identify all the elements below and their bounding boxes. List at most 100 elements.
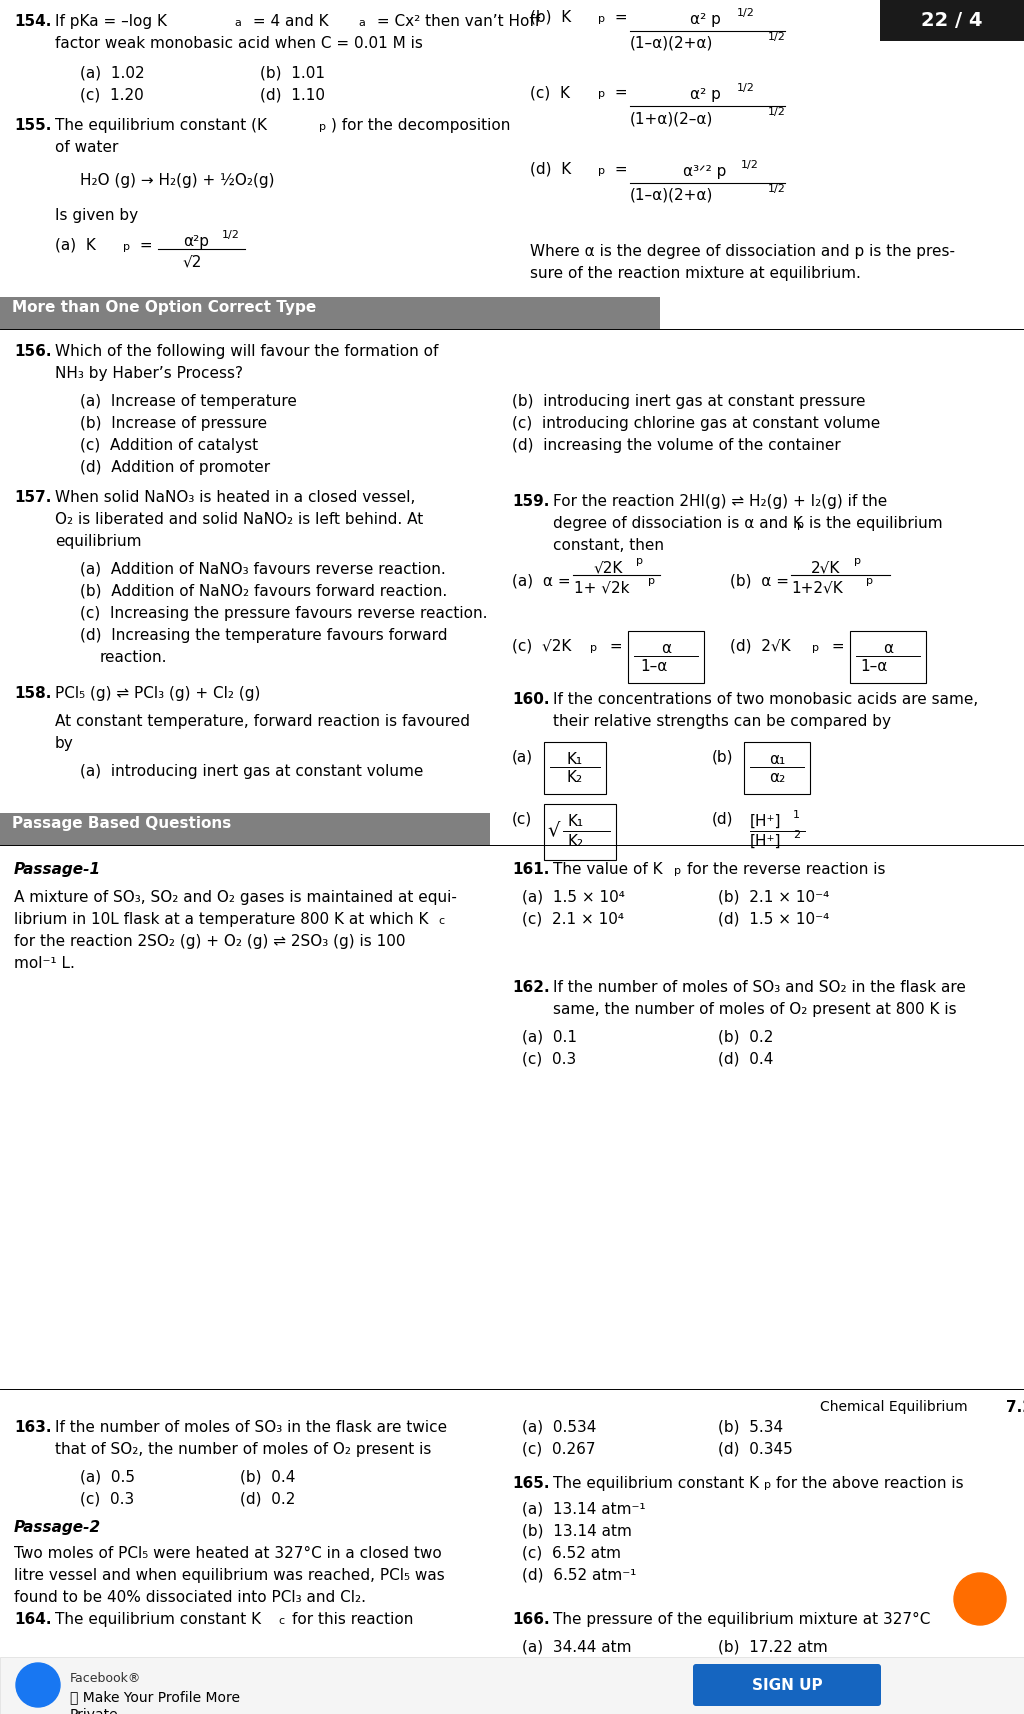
Text: (b)  α =: (b) α =	[730, 574, 790, 588]
Text: 157.: 157.	[14, 490, 51, 504]
Text: p: p	[598, 89, 605, 99]
Text: (d)  0.4: (d) 0.4	[718, 1051, 773, 1066]
Text: If the number of moles of SO₃ in the flask are twice: If the number of moles of SO₃ in the fla…	[55, 1419, 447, 1435]
Text: constant, then: constant, then	[553, 538, 664, 552]
Text: (a)  1.5 × 10⁴: (a) 1.5 × 10⁴	[522, 890, 625, 905]
Text: p: p	[590, 643, 597, 653]
Text: NH₃ by Haber’s Process?: NH₃ by Haber’s Process?	[55, 365, 243, 381]
Text: their relative strengths can be compared by: their relative strengths can be compared…	[553, 713, 891, 728]
Text: 1/2: 1/2	[768, 106, 785, 117]
Text: = Cx² then van’t Hoff: = Cx² then van’t Hoff	[372, 14, 540, 29]
Text: (b)  introducing inert gas at constant pressure: (b) introducing inert gas at constant pr…	[512, 394, 865, 408]
Text: α: α	[660, 641, 671, 656]
Text: α₁: α₁	[769, 751, 785, 766]
Text: √2: √2	[182, 254, 202, 269]
Text: 163.: 163.	[14, 1419, 51, 1435]
Text: α² p: α² p	[689, 87, 721, 101]
Text: (c)  1.20: (c) 1.20	[80, 87, 143, 103]
Text: p: p	[674, 866, 681, 876]
Text: (d)  1.10: (d) 1.10	[260, 87, 325, 103]
Text: (a)  0.1: (a) 0.1	[522, 1030, 577, 1044]
Text: PCl₅ (g) ⇌ PCl₃ (g) + Cl₂ (g): PCl₅ (g) ⇌ PCl₃ (g) + Cl₂ (g)	[55, 686, 260, 701]
Bar	[0, 298, 660, 329]
Text: The value of K: The value of K	[553, 862, 663, 876]
Text: for this reaction: for this reaction	[292, 1611, 414, 1627]
Text: [H⁺]: [H⁺]	[750, 814, 781, 828]
Text: +: +	[970, 1587, 990, 1611]
Text: 158.: 158.	[14, 686, 51, 701]
Text: The equilibrium constant (K: The equilibrium constant (K	[55, 118, 267, 134]
Text: When solid NaNO₃ is heated in a closed vessel,: When solid NaNO₃ is heated in a closed v…	[55, 490, 416, 504]
Text: 1/2: 1/2	[741, 159, 759, 170]
Text: (a)  α =: (a) α =	[512, 574, 570, 588]
Text: (d)  increasing the volume of the container: (d) increasing the volume of the contain…	[512, 437, 841, 452]
Text: A mixture of SO₃, SO₂ and O₂ gases is maintained at equi-: A mixture of SO₃, SO₂ and O₂ gases is ma…	[14, 890, 457, 905]
FancyBboxPatch shape	[693, 1664, 881, 1705]
Text: a: a	[358, 17, 365, 27]
Text: 22 / 4: 22 / 4	[922, 12, 983, 31]
Text: (b)  K: (b) K	[530, 10, 571, 26]
Text: √2K: √2K	[593, 560, 623, 574]
Text: 165.: 165.	[512, 1476, 550, 1489]
Text: p: p	[854, 555, 861, 566]
Text: p: p	[319, 122, 326, 132]
Text: (b)  0.2: (b) 0.2	[718, 1030, 773, 1044]
Text: 1: 1	[793, 809, 800, 819]
Text: At constant temperature, forward reaction is favoured: At constant temperature, forward reactio…	[55, 713, 470, 728]
Text: 161.: 161.	[512, 862, 549, 876]
Text: Passage Based Questions: Passage Based Questions	[12, 816, 231, 831]
Text: (b)  1.01: (b) 1.01	[260, 65, 325, 81]
Text: (1–α)(2+α): (1–α)(2+α)	[630, 36, 714, 51]
Text: p: p	[648, 576, 655, 586]
Text: p: p	[123, 242, 130, 252]
Text: (c)  Increasing the pressure favours reverse reaction.: (c) Increasing the pressure favours reve…	[80, 605, 487, 620]
Text: p: p	[812, 643, 819, 653]
Text: a: a	[234, 17, 241, 27]
Text: for the reverse reaction is: for the reverse reaction is	[687, 862, 886, 876]
Text: (d)  1.5 × 10⁻⁴: (d) 1.5 × 10⁻⁴	[718, 912, 829, 927]
Text: ) for the decomposition: ) for the decomposition	[331, 118, 510, 134]
Text: (d)  6.52 atm⁻¹: (d) 6.52 atm⁻¹	[522, 1567, 636, 1582]
Text: 1+ √2k: 1+ √2k	[574, 579, 630, 595]
Circle shape	[16, 1663, 60, 1707]
Text: p: p	[764, 1479, 771, 1489]
Text: 162.: 162.	[512, 979, 550, 994]
Text: 155.: 155.	[14, 118, 51, 134]
Text: mol⁻¹ L.: mol⁻¹ L.	[14, 955, 75, 970]
Text: (c)  2.1 × 10⁴: (c) 2.1 × 10⁴	[522, 912, 624, 927]
Text: (c)  Addition of catalyst: (c) Addition of catalyst	[80, 437, 258, 452]
Text: α³ᐟ² p: α³ᐟ² p	[683, 165, 727, 178]
Text: The equilibrium constant K: The equilibrium constant K	[553, 1476, 759, 1489]
Text: librium in 10L flask at a temperature 800 K at which K: librium in 10L flask at a temperature 80…	[14, 912, 428, 927]
Text: p: p	[598, 166, 605, 177]
Text: (d)  0.345: (d) 0.345	[718, 1441, 793, 1457]
Text: =: =	[610, 161, 628, 177]
Text: for the reaction 2SO₂ (g) + O₂ (g) ⇌ 2SO₃ (g) is 100: for the reaction 2SO₂ (g) + O₂ (g) ⇌ 2SO…	[14, 934, 406, 948]
Text: (d): (d)	[712, 811, 733, 826]
Text: (b)  5.34: (b) 5.34	[718, 1419, 783, 1435]
Text: Which of the following will favour the formation of: Which of the following will favour the f…	[55, 345, 438, 358]
Text: More than One Option Correct Type: More than One Option Correct Type	[12, 300, 316, 315]
Text: sure of the reaction mixture at equilibrium.: sure of the reaction mixture at equilibr…	[530, 266, 861, 281]
Text: 1–α: 1–α	[640, 658, 668, 674]
Text: equilibrium: equilibrium	[55, 533, 141, 548]
Text: p: p	[797, 519, 804, 530]
Text: H₂O (g) → H₂(g) + ½O₂(g): H₂O (g) → H₂(g) + ½O₂(g)	[80, 173, 274, 189]
Text: ⓘ Make Your Profile More: ⓘ Make Your Profile More	[70, 1688, 240, 1704]
Text: same, the number of moles of O₂ present at 800 K is: same, the number of moles of O₂ present …	[553, 1001, 956, 1016]
Text: If the concentrations of two monobasic acids are same,: If the concentrations of two monobasic a…	[553, 691, 978, 706]
Text: f: f	[34, 1676, 42, 1693]
Text: Passage-2: Passage-2	[14, 1519, 101, 1534]
Text: (d)  0.2: (d) 0.2	[240, 1491, 295, 1507]
Text: K₁: K₁	[567, 751, 583, 766]
Text: (c): (c)	[512, 811, 532, 826]
Text: (a)  introducing inert gas at constant volume: (a) introducing inert gas at constant vo…	[80, 763, 423, 778]
Text: α: α	[883, 641, 893, 656]
Text: of water: of water	[55, 141, 119, 154]
Text: factor weak monobasic acid when C = 0.01 M is: factor weak monobasic acid when C = 0.01…	[55, 36, 423, 51]
Text: reaction.: reaction.	[100, 650, 168, 665]
Text: (b)  17.22 atm: (b) 17.22 atm	[718, 1639, 827, 1654]
Text: If the number of moles of SO₃ and SO₂ in the flask are: If the number of moles of SO₃ and SO₂ in…	[553, 979, 966, 994]
Text: degree of dissociation is α and K: degree of dissociation is α and K	[553, 516, 803, 531]
Text: that of SO₂, the number of moles of O₂ present is: that of SO₂, the number of moles of O₂ p…	[55, 1441, 431, 1457]
